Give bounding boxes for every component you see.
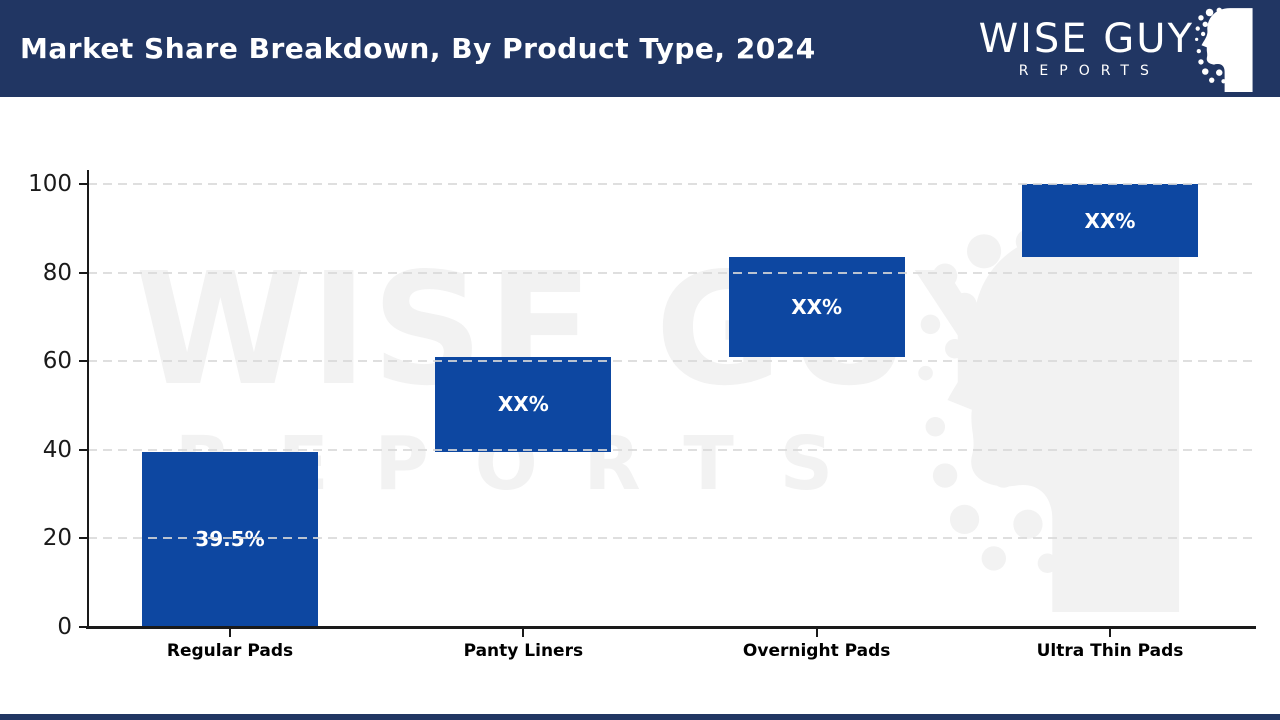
gridline-60 bbox=[88, 360, 1253, 363]
gridline-80 bbox=[88, 271, 1253, 274]
y-tick-label-80: 80 bbox=[42, 259, 72, 286]
bar-ultra-thin-pads: XX% bbox=[1021, 184, 1198, 258]
bar-value-label: XX% bbox=[1084, 208, 1136, 233]
gridline-100 bbox=[88, 183, 1253, 185]
y-tick-label-40: 40 bbox=[42, 436, 72, 463]
y-tick-label-100: 100 bbox=[28, 171, 72, 197]
page-title: Market Share Breakdown, By Product Type,… bbox=[20, 32, 816, 65]
y-tick-label-60: 60 bbox=[42, 348, 72, 375]
y-axis-tick-0 bbox=[79, 626, 88, 628]
watermark-face-icon bbox=[918, 229, 1180, 612]
y-axis-tick-60 bbox=[79, 360, 88, 363]
y-tick-label-0: 0 bbox=[57, 614, 72, 640]
y-tick-label-20: 20 bbox=[42, 525, 72, 552]
category-label-1: Panty Liners bbox=[463, 641, 584, 661]
bar-value-label: 39.5% bbox=[195, 527, 265, 552]
bar-overnight-pads: XX% bbox=[728, 257, 905, 357]
gridline-20 bbox=[88, 537, 1253, 540]
y-axis-tick-80 bbox=[79, 271, 88, 274]
bar-value-label: XX% bbox=[791, 294, 843, 319]
gridline-40 bbox=[88, 448, 1253, 451]
x-axis-tick-0 bbox=[229, 629, 231, 637]
x-axis-tick-3 bbox=[1108, 629, 1111, 637]
x-axis-tick-2 bbox=[815, 629, 818, 637]
header-bar: Market Share Breakdown, By Product Type,… bbox=[0, 0, 1280, 97]
logo-subtitle: REPORTS bbox=[1018, 62, 1160, 79]
bar-regular-pads: 39.5% bbox=[142, 452, 318, 627]
category-label-3: Ultra Thin Pads bbox=[1036, 641, 1184, 661]
logo-wordmark: WISE GUY bbox=[978, 15, 1194, 62]
x-axis-line bbox=[86, 626, 1256, 629]
chart-area: WISE GUY REPORTS 0 20 40 60 80 100 39.5% Regula… bbox=[0, 97, 1280, 714]
y-axis-tick-100 bbox=[79, 183, 88, 185]
y-axis-line bbox=[87, 170, 89, 629]
bar-value-label: XX% bbox=[497, 392, 549, 417]
wiseguy-logo-text: WISE GUY REPORTS bbox=[979, 19, 1194, 79]
bar-panty-liners: XX% bbox=[435, 356, 612, 452]
category-label-2: Overnight Pads bbox=[742, 641, 891, 661]
y-axis-tick-40 bbox=[79, 448, 88, 451]
category-label-0: Regular Pads bbox=[166, 641, 294, 661]
wiseguy-logo: WISE GUY REPORTS bbox=[979, 6, 1266, 92]
x-axis-tick-1 bbox=[522, 629, 525, 637]
footer-bar bbox=[0, 714, 1280, 720]
y-axis-tick-20 bbox=[79, 537, 88, 540]
wiseguy-face-icon bbox=[1195, 7, 1253, 92]
